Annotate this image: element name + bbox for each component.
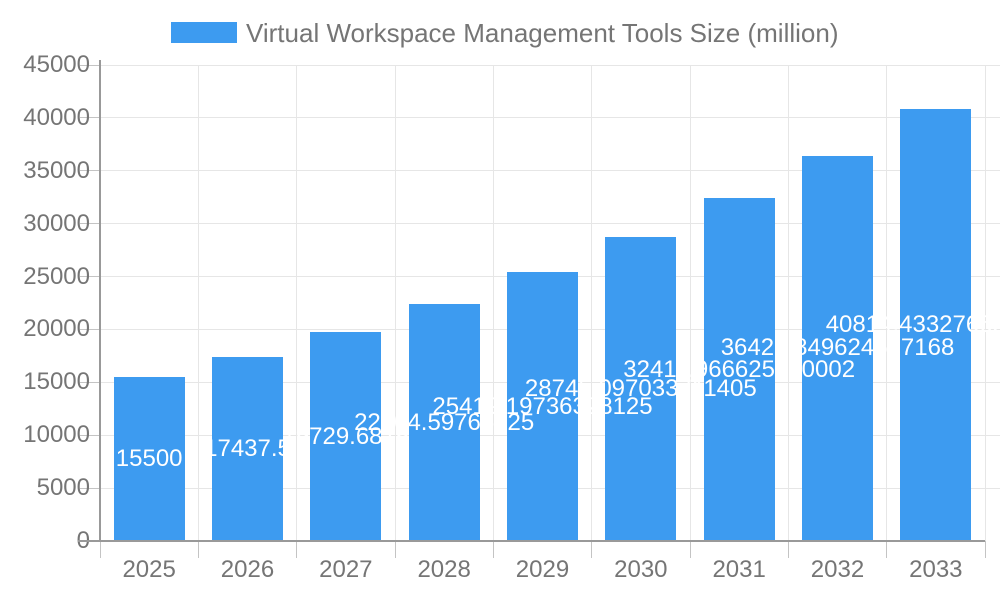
grid-line-vertical (394, 65, 396, 541)
y-axis-tick (80, 64, 100, 66)
bar-value-label: 40814.43327665816 (825, 311, 1000, 339)
y-axis-tick (80, 223, 100, 225)
x-axis-tick (787, 541, 789, 558)
y-axis-line (99, 60, 101, 541)
y-axis-tick (80, 328, 100, 330)
x-tick-label: 2025 (122, 556, 176, 583)
bar (900, 109, 972, 540)
x-axis-tick (296, 541, 298, 558)
x-axis-line (78, 540, 985, 542)
y-tick-label: 10000 (23, 421, 90, 449)
x-axis-tick (689, 541, 691, 558)
x-tick-label: 2031 (712, 556, 766, 583)
y-axis-tick (80, 434, 100, 436)
bar (408, 304, 480, 540)
x-tick-label: 2027 (319, 556, 373, 583)
bar-value-label: 32411.966625000002 (623, 355, 856, 383)
x-tick-label: 2026 (220, 556, 275, 583)
x-tick-label: 2028 (417, 556, 471, 583)
grid-line-vertical (197, 65, 199, 541)
x-axis-tick (984, 541, 986, 558)
grid-line-horizontal (100, 223, 1000, 225)
bar-value-label: 25419.19736328125 (432, 392, 653, 420)
y-axis-tick (80, 170, 100, 172)
legend-label[interactable]: Virtual Workspace Management Tools Size … (246, 18, 839, 48)
y-tick-label: 30000 (23, 209, 90, 237)
x-tick-label: 2029 (515, 556, 570, 583)
bar (802, 155, 873, 540)
bar (310, 332, 382, 540)
bar-value-label: 22404.59765625 (354, 408, 535, 436)
x-tick-label: 2030 (614, 556, 668, 583)
x-axis-tick (197, 541, 199, 558)
grid-line-vertical (984, 65, 986, 541)
bar-value-label: 36423.849624597168 (720, 334, 955, 362)
grid-line-vertical (689, 65, 691, 541)
y-tick-label: 25000 (23, 262, 90, 290)
grid-line-vertical (787, 65, 789, 541)
bar (507, 272, 578, 540)
legend-swatch[interactable] (171, 22, 237, 43)
x-axis-tick (492, 541, 494, 558)
bar (703, 198, 775, 540)
x-tick-label: 2032 (810, 556, 865, 583)
grid-line-horizontal (100, 117, 1000, 119)
x-axis-tick (886, 541, 888, 558)
y-axis-tick (80, 487, 100, 489)
bar-value-label: 15500 (115, 445, 183, 473)
grid-line-vertical (492, 65, 494, 541)
y-tick-label: 15000 (23, 368, 90, 396)
y-tick-label: 45000 (23, 51, 90, 78)
bar (605, 236, 677, 540)
y-tick-label: 40000 (23, 103, 90, 131)
y-tick-label: 5000 (36, 474, 90, 502)
bar (212, 356, 283, 540)
y-axis-tick (80, 117, 100, 119)
bar-value-label: 17437.5 (204, 434, 291, 462)
grid-line-vertical (296, 65, 298, 541)
bar-value-label: 28745.097033711405 (524, 374, 757, 402)
grid-line-vertical (886, 65, 888, 541)
bar-value-label: 19729.6875 (282, 422, 410, 450)
x-axis-tick (394, 541, 396, 558)
y-tick-label: 20000 (23, 315, 90, 343)
x-axis-tick (591, 541, 593, 558)
grid-line-vertical (591, 65, 593, 541)
y-axis-tick (80, 276, 100, 278)
bar (113, 377, 185, 540)
grid-line-horizontal (100, 64, 1000, 66)
y-axis-tick (80, 381, 100, 383)
y-tick-label: 35000 (23, 156, 90, 184)
legend: Virtual Workspace Management Tools Size … (0, 0, 1000, 55)
x-tick-label: 2033 (909, 556, 963, 583)
grid-line-horizontal (100, 170, 1000, 172)
x-axis-tick (99, 541, 101, 558)
